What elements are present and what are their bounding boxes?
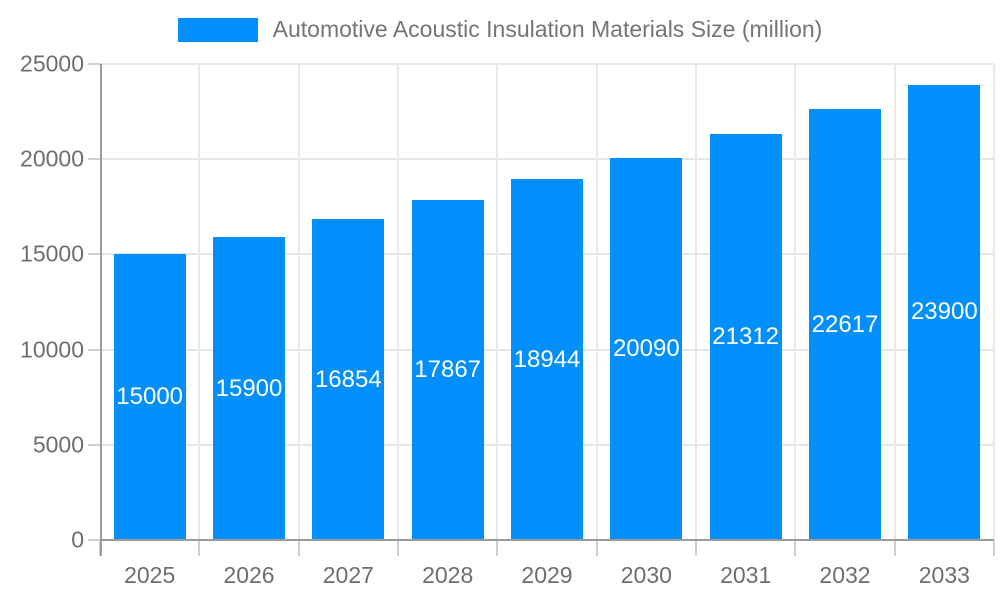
y-axis-tick-mark bbox=[88, 443, 100, 446]
x-axis-tick-mark bbox=[496, 541, 499, 556]
bar-2029 bbox=[511, 179, 583, 540]
y-axis-tick-label: 5000 bbox=[32, 431, 84, 458]
x-axis-tick-label: 2027 bbox=[322, 562, 374, 588]
bar-2025 bbox=[113, 254, 186, 540]
bar-value-label: 18944 bbox=[513, 345, 581, 373]
x-axis-tick-label: 2025 bbox=[124, 562, 176, 588]
bar-value-label: 16854 bbox=[314, 365, 382, 393]
bar-value-label: 17867 bbox=[414, 355, 482, 383]
y-axis-tick-label: 15000 bbox=[20, 240, 84, 267]
legend-swatch-icon[interactable] bbox=[177, 17, 258, 42]
x-axis-tick-mark bbox=[198, 541, 201, 556]
gridline-horizontal bbox=[100, 63, 994, 65]
y-axis-tick-mark bbox=[88, 253, 100, 256]
x-axis-tick-label: 2033 bbox=[918, 562, 970, 588]
bar-2032 bbox=[809, 109, 881, 540]
x-axis-tick-label: 2031 bbox=[720, 562, 772, 588]
x-axis-tick-mark bbox=[397, 541, 399, 556]
gridline-horizontal bbox=[100, 158, 994, 161]
y-axis-tick-label: 0 bbox=[71, 526, 84, 553]
gridline-vertical bbox=[397, 64, 399, 540]
gridline-vertical bbox=[496, 64, 499, 540]
bar-2027 bbox=[312, 219, 385, 540]
bar-2028 bbox=[411, 199, 484, 540]
x-axis-tick-mark bbox=[595, 541, 598, 556]
bar-2030 bbox=[610, 157, 683, 540]
bar-value-label: 15900 bbox=[215, 374, 283, 402]
x-axis-tick-mark bbox=[297, 541, 300, 556]
x-axis-tick-label: 2030 bbox=[620, 562, 672, 588]
gridline-vertical bbox=[198, 64, 201, 540]
x-axis-tick-mark bbox=[893, 541, 896, 556]
y-axis-tick-mark bbox=[88, 348, 100, 351]
x-axis-tick-label: 2026 bbox=[223, 562, 275, 588]
gridline-vertical bbox=[993, 64, 995, 540]
legend-series-label[interactable]: Automotive Acoustic Insulation Materials… bbox=[272, 16, 823, 42]
bar-value-label: 21312 bbox=[712, 323, 780, 351]
gridline-vertical bbox=[893, 64, 896, 540]
x-axis-tick-label: 2029 bbox=[521, 562, 573, 588]
chart-legend[interactable]: Automotive Acoustic Insulation Materials… bbox=[0, 16, 1000, 43]
gridline-vertical bbox=[297, 64, 300, 540]
bar-2031 bbox=[709, 134, 782, 540]
y-axis-tick-label: 25000 bbox=[20, 50, 84, 77]
y-axis-line bbox=[100, 64, 102, 556]
bar-value-label: 20090 bbox=[612, 334, 680, 362]
bar-2033 bbox=[908, 84, 981, 540]
x-axis-tick-mark bbox=[695, 541, 697, 556]
x-axis-tick-label: 2028 bbox=[422, 562, 474, 588]
x-axis-tick-mark bbox=[993, 541, 995, 556]
y-axis-tick-mark bbox=[88, 158, 100, 161]
y-axis-tick-mark bbox=[88, 63, 100, 65]
gridline-vertical bbox=[695, 64, 697, 540]
x-axis-tick-label: 2032 bbox=[819, 562, 871, 588]
y-axis-tick-label: 10000 bbox=[20, 336, 84, 363]
bar-value-label: 22617 bbox=[811, 310, 879, 338]
bar-value-label: 15000 bbox=[116, 383, 184, 411]
x-axis-tick-mark bbox=[794, 541, 797, 556]
gridline-vertical bbox=[595, 64, 598, 540]
bar-value-label: 23900 bbox=[910, 298, 978, 326]
y-axis-tick-label: 20000 bbox=[20, 145, 84, 172]
bar-2026 bbox=[213, 237, 285, 540]
plot-area: 15000 15900 16854 17867 18944 20090 21312 22617… bbox=[100, 63, 995, 540]
y-axis-tick-mark bbox=[88, 539, 100, 541]
gridline-vertical bbox=[794, 64, 797, 540]
x-axis-line bbox=[100, 539, 994, 541]
